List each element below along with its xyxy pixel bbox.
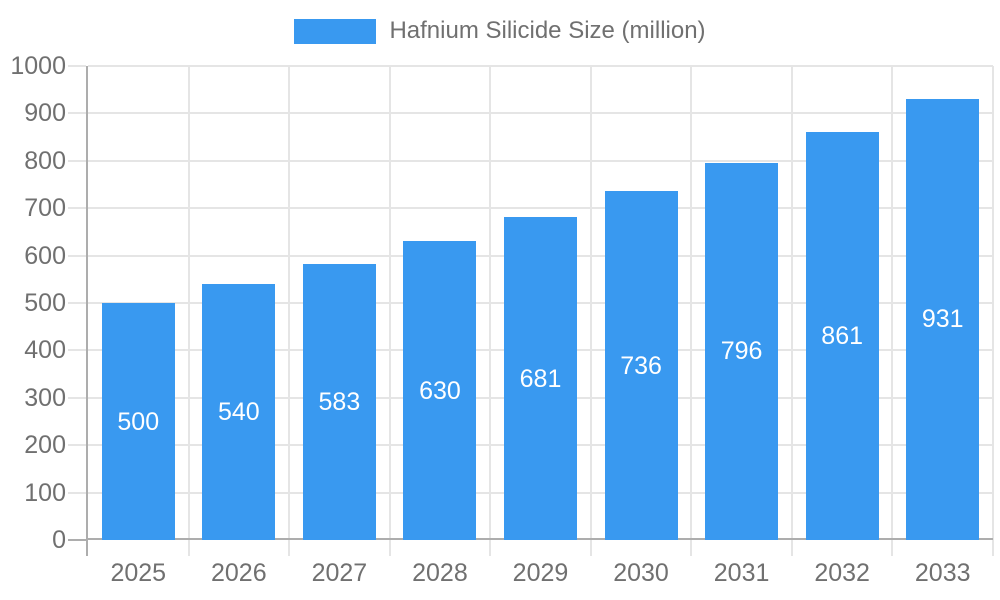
v-gridline: [690, 66, 693, 540]
bar-2025[interactable]: 500: [101, 303, 175, 540]
y-axis-label: 200: [24, 431, 66, 460]
bar-2026[interactable]: 540: [202, 284, 276, 540]
bar-value-label: 861: [821, 321, 864, 350]
h-gridline: [88, 112, 993, 115]
bar-value-label: 500: [117, 407, 160, 436]
x-axis-tick: [589, 540, 592, 556]
bar-value-label: 583: [318, 387, 361, 416]
y-axis-tick: [68, 396, 86, 399]
bar-2031[interactable]: 796: [705, 162, 779, 540]
y-axis-tick: [68, 159, 86, 162]
bar-2028[interactable]: 630: [403, 241, 477, 540]
v-gridline: [589, 66, 592, 540]
y-axis-tick: [68, 539, 86, 541]
y-axis-label: 300: [24, 383, 66, 412]
v-gridline: [187, 66, 190, 540]
bar-value-label: 681: [519, 364, 562, 393]
v-gridline: [891, 66, 894, 540]
x-axis-tick: [489, 540, 492, 556]
y-axis-tick: [68, 65, 86, 67]
x-axis-tick: [891, 540, 894, 556]
bar-value-label: 540: [217, 398, 260, 427]
bar-2030[interactable]: 736: [604, 191, 678, 540]
y-axis-label: 500: [24, 289, 66, 317]
x-axis-label-2031: 2031: [713, 559, 770, 587]
y-axis-line: [86, 66, 88, 556]
bar-value-label: 630: [419, 376, 461, 405]
x-axis-tick: [992, 540, 994, 556]
v-gridline: [992, 66, 994, 540]
bar-value-label: 796: [720, 337, 763, 366]
bar-2032[interactable]: 861: [805, 131, 879, 540]
y-axis-tick: [68, 491, 86, 494]
legend-swatch: [294, 18, 377, 44]
y-axis-label: 1000: [10, 52, 66, 80]
y-axis-tick: [68, 112, 86, 115]
y-axis-tick: [68, 207, 86, 210]
x-axis-label-2026: 2026: [211, 559, 267, 587]
h-gridline: [88, 65, 993, 67]
x-axis-tick: [690, 540, 693, 556]
legend-item[interactable]: Hafnium Silicide Size (million): [0, 17, 1000, 45]
plot-area: 500 540 583 630 681 736 796 861 931: [68, 65, 994, 556]
h-gridline: [88, 159, 993, 162]
x-axis-label-2027: 2027: [311, 559, 368, 587]
y-axis-tick: [68, 349, 86, 352]
bar-2027[interactable]: 583: [302, 263, 376, 540]
bar-2029[interactable]: 681: [504, 217, 577, 540]
v-gridline: [288, 66, 291, 540]
y-axis-label: 600: [24, 241, 66, 270]
y-axis-tick: [68, 444, 86, 447]
x-axis-tick: [388, 540, 391, 556]
v-gridline: [388, 66, 391, 540]
v-gridline: [790, 66, 793, 540]
x-axis-label-2025: 2025: [110, 559, 167, 587]
legend-label: Hafnium Silicide Size (million): [389, 17, 706, 44]
y-axis-label: 400: [24, 336, 66, 365]
y-axis-label: 700: [24, 194, 66, 223]
y-axis-tick: [68, 302, 86, 304]
y-axis-label: 800: [24, 146, 66, 175]
x-axis-tick: [790, 540, 793, 556]
y-axis-label: 900: [24, 99, 66, 128]
bar-2033[interactable]: 931: [906, 98, 980, 540]
x-axis-label-2033: 2033: [914, 559, 971, 587]
bar-value-label: 736: [620, 351, 662, 380]
y-axis-tick: [68, 254, 86, 257]
y-axis-label: 100: [24, 478, 66, 507]
bar-value-label: 931: [921, 305, 964, 334]
v-gridline: [489, 66, 492, 540]
x-axis-label-2028: 2028: [412, 559, 468, 587]
x-axis-tick: [187, 540, 190, 556]
y-axis-label: 0: [52, 526, 66, 554]
x-axis-label-2030: 2030: [613, 559, 669, 587]
h-gridline: [88, 207, 993, 210]
x-axis-label-2029: 2029: [512, 559, 569, 587]
x-axis-tick: [288, 540, 291, 556]
x-axis-label-2032: 2032: [814, 559, 870, 587]
